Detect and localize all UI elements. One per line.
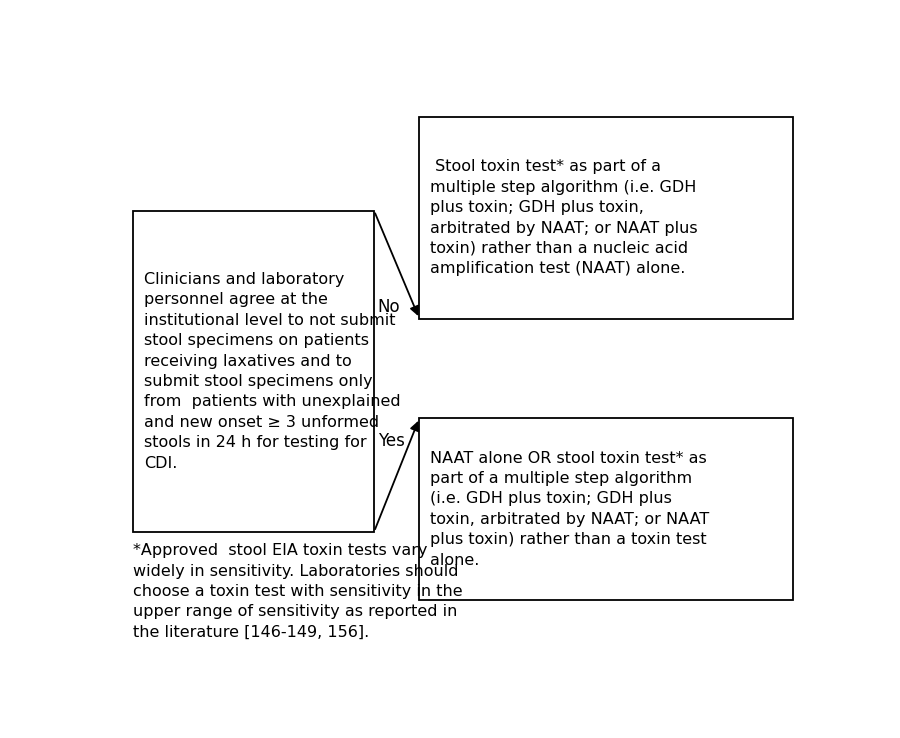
Text: *Approved  stool EIA toxin tests vary
widely in sensitivity. Laboratories should: *Approved stool EIA toxin tests vary wid… [133, 543, 463, 640]
Text: Stool toxin test* as part of a
multiple step algorithm (i.e. GDH
plus toxin; GDH: Stool toxin test* as part of a multiple … [430, 159, 698, 276]
Text: NAAT alone OR stool toxin test* as
part of a multiple step algorithm
(i.e. GDH p: NAAT alone OR stool toxin test* as part … [430, 451, 709, 568]
FancyBboxPatch shape [419, 418, 793, 600]
Text: Clinicians and laboratory
personnel agree at the
institutional level to not subm: Clinicians and laboratory personnel agre… [144, 272, 400, 471]
Text: No: No [378, 298, 400, 317]
FancyBboxPatch shape [133, 211, 374, 532]
Text: Yes: Yes [378, 432, 404, 450]
FancyBboxPatch shape [419, 117, 793, 319]
